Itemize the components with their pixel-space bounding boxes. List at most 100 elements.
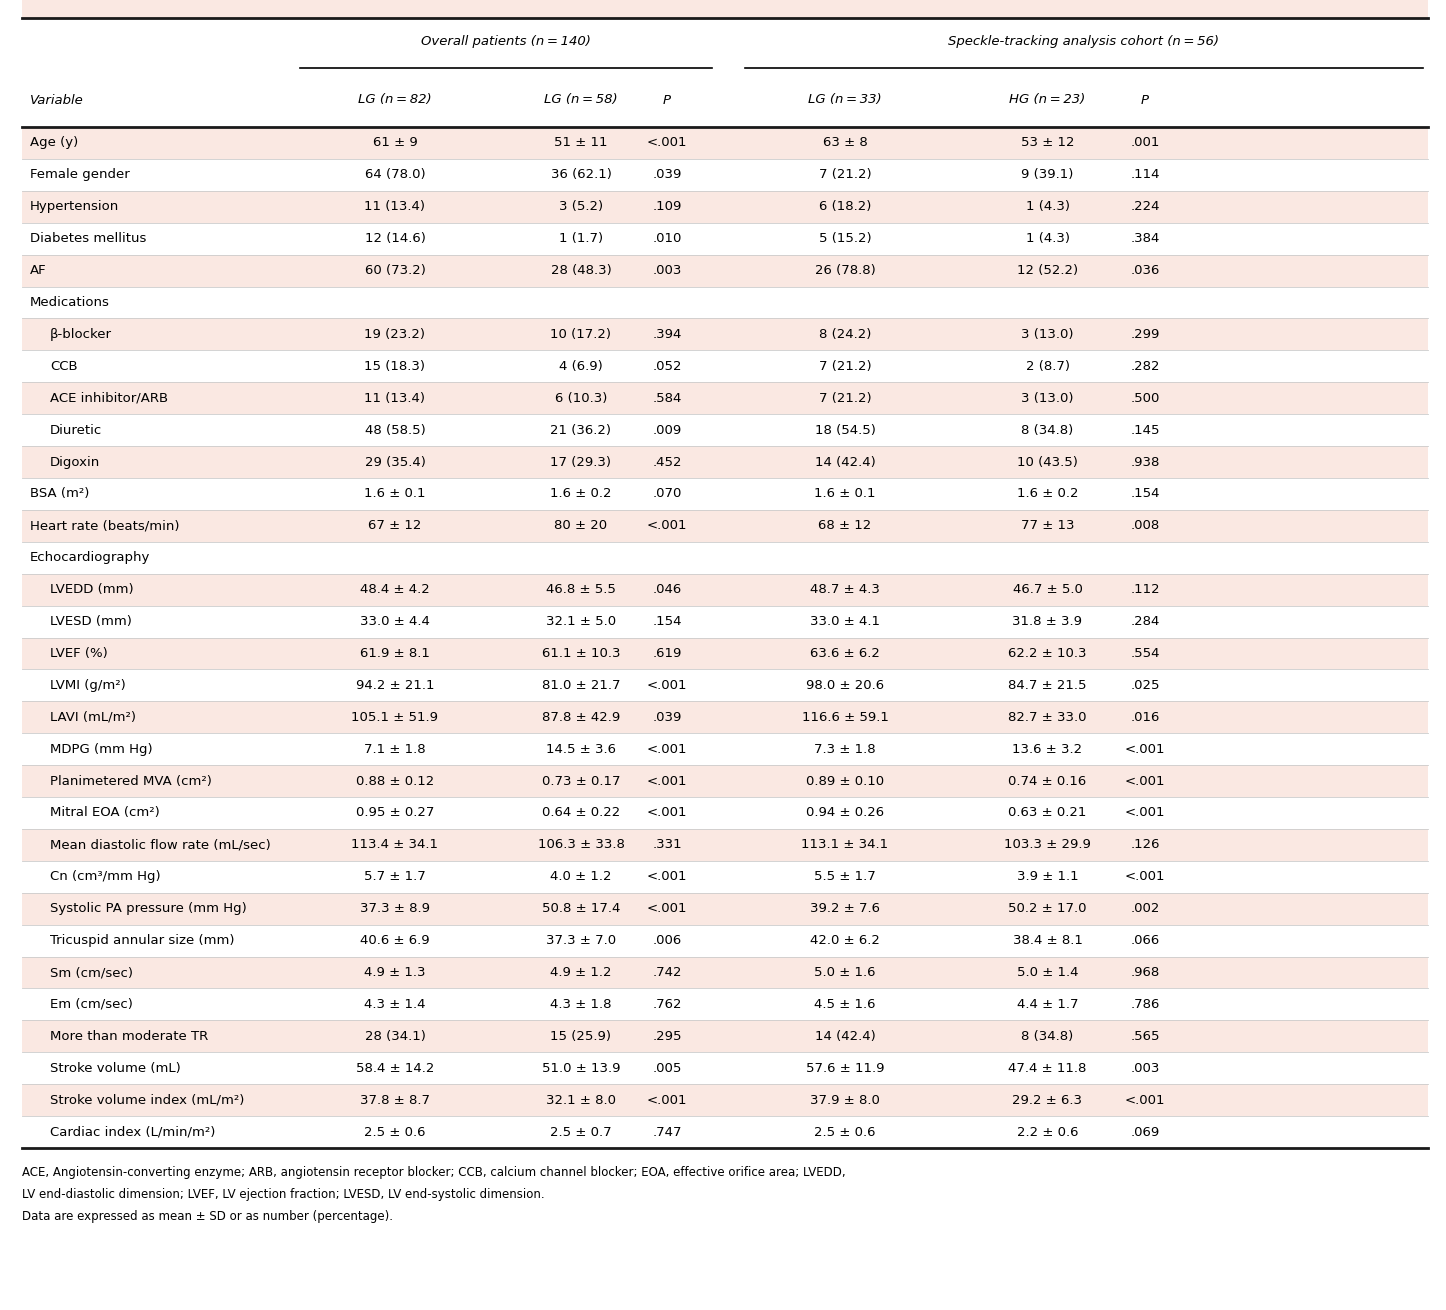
Text: <.001: <.001 bbox=[1125, 774, 1165, 787]
Text: .500: .500 bbox=[1131, 392, 1160, 405]
Text: .005: .005 bbox=[652, 1061, 681, 1074]
Text: 7.1 ± 1.8: 7.1 ± 1.8 bbox=[364, 743, 425, 756]
Text: .452: .452 bbox=[652, 456, 681, 469]
Text: MDPG (mm Hg): MDPG (mm Hg) bbox=[51, 743, 153, 756]
Text: 84.7 ± 21.5: 84.7 ± 21.5 bbox=[1008, 679, 1087, 692]
Bar bbox=[22, 892, 1429, 925]
Text: 18 (54.5): 18 (54.5) bbox=[814, 423, 875, 436]
Text: Diabetes mellitus: Diabetes mellitus bbox=[30, 232, 146, 245]
Text: 1.6 ± 0.1: 1.6 ± 0.1 bbox=[364, 487, 425, 500]
Text: LVMI (g/m²): LVMI (g/m²) bbox=[51, 679, 126, 692]
Text: ACE inhibitor/ARB: ACE inhibitor/ARB bbox=[51, 392, 168, 405]
Text: 0.89 ± 0.10: 0.89 ± 0.10 bbox=[805, 774, 884, 787]
Text: 68 ± 12: 68 ± 12 bbox=[818, 519, 872, 532]
Text: .009: .009 bbox=[652, 423, 681, 436]
Text: .003: .003 bbox=[652, 265, 681, 278]
Text: 57.6 ± 11.9: 57.6 ± 11.9 bbox=[805, 1061, 885, 1074]
Text: 61.9 ± 8.1: 61.9 ± 8.1 bbox=[360, 647, 429, 660]
Text: .052: .052 bbox=[652, 360, 681, 373]
Text: 77 ± 13: 77 ± 13 bbox=[1021, 519, 1074, 532]
Text: 61 ± 9: 61 ± 9 bbox=[373, 136, 418, 149]
Text: 106.3 ± 33.8: 106.3 ± 33.8 bbox=[538, 838, 625, 852]
Text: 11 (13.4): 11 (13.4) bbox=[364, 200, 425, 214]
Text: 37.8 ± 8.7: 37.8 ± 8.7 bbox=[360, 1094, 429, 1107]
Text: 105.1 ± 51.9: 105.1 ± 51.9 bbox=[351, 711, 438, 723]
Bar bbox=[22, 447, 1429, 478]
Bar bbox=[22, 796, 1429, 829]
Text: CCB: CCB bbox=[51, 360, 78, 373]
Text: 58.4 ± 14.2: 58.4 ± 14.2 bbox=[356, 1061, 434, 1074]
Text: 2.5 ± 0.6: 2.5 ± 0.6 bbox=[814, 1125, 876, 1138]
Text: <.001: <.001 bbox=[646, 743, 687, 756]
Text: .938: .938 bbox=[1131, 456, 1160, 469]
Text: Age (y): Age (y) bbox=[30, 136, 78, 149]
Bar bbox=[22, 191, 1429, 223]
Bar bbox=[22, 254, 1429, 287]
Text: <.001: <.001 bbox=[646, 519, 687, 532]
Text: .295: .295 bbox=[652, 1030, 681, 1043]
Text: Digoxin: Digoxin bbox=[51, 456, 100, 469]
Text: 2.5 ± 0.6: 2.5 ± 0.6 bbox=[364, 1125, 425, 1138]
Text: 1.6 ± 0.1: 1.6 ± 0.1 bbox=[814, 487, 876, 500]
Text: <.001: <.001 bbox=[1125, 1094, 1165, 1107]
Text: 12 (52.2): 12 (52.2) bbox=[1017, 265, 1079, 278]
Text: 4.0 ± 1.2: 4.0 ± 1.2 bbox=[551, 870, 612, 883]
Text: .282: .282 bbox=[1131, 360, 1160, 373]
Text: 0.63 ± 0.21: 0.63 ± 0.21 bbox=[1008, 807, 1087, 820]
Bar bbox=[22, 287, 1429, 318]
Text: Overall patients (n = 140): Overall patients (n = 140) bbox=[421, 35, 591, 48]
Text: 15 (25.9): 15 (25.9) bbox=[551, 1030, 612, 1043]
Text: Systolic PA pressure (mm Hg): Systolic PA pressure (mm Hg) bbox=[51, 903, 247, 916]
Bar bbox=[22, 159, 1429, 191]
Text: 15 (18.3): 15 (18.3) bbox=[364, 360, 425, 373]
Text: .394: .394 bbox=[652, 328, 681, 341]
Text: <.001: <.001 bbox=[1125, 870, 1165, 883]
Text: Em (cm/sec): Em (cm/sec) bbox=[51, 998, 133, 1011]
Text: .565: .565 bbox=[1131, 1030, 1160, 1043]
Text: .001: .001 bbox=[1131, 136, 1160, 149]
Text: .010: .010 bbox=[652, 232, 681, 245]
Text: Hypertension: Hypertension bbox=[30, 200, 119, 214]
Text: 10 (17.2): 10 (17.2) bbox=[551, 328, 612, 341]
Text: .066: .066 bbox=[1131, 934, 1160, 947]
Bar bbox=[22, 989, 1429, 1020]
Text: .224: .224 bbox=[1131, 200, 1160, 214]
Text: 9 (39.1): 9 (39.1) bbox=[1021, 169, 1074, 181]
Text: 50.8 ± 17.4: 50.8 ± 17.4 bbox=[542, 903, 620, 916]
Text: .747: .747 bbox=[652, 1125, 681, 1138]
Bar bbox=[22, 127, 1429, 159]
Text: 2.5 ± 0.7: 2.5 ± 0.7 bbox=[549, 1125, 612, 1138]
Bar bbox=[22, 478, 1429, 510]
Text: Sm (cm/sec): Sm (cm/sec) bbox=[51, 965, 133, 979]
Text: 113.4 ± 34.1: 113.4 ± 34.1 bbox=[351, 838, 438, 852]
Text: 29 (35.4): 29 (35.4) bbox=[364, 456, 425, 469]
Text: .002: .002 bbox=[1131, 903, 1160, 916]
Text: 7 (21.2): 7 (21.2) bbox=[818, 360, 872, 373]
Bar bbox=[22, 1020, 1429, 1052]
Text: .003: .003 bbox=[1131, 1061, 1160, 1074]
Text: 36 (62.1): 36 (62.1) bbox=[551, 169, 612, 181]
Text: LG (n = 58): LG (n = 58) bbox=[544, 93, 617, 106]
Text: 6 (18.2): 6 (18.2) bbox=[818, 200, 870, 214]
Text: <.001: <.001 bbox=[646, 870, 687, 883]
Text: 87.8 ± 42.9: 87.8 ± 42.9 bbox=[542, 711, 620, 723]
Text: 46.8 ± 5.5: 46.8 ± 5.5 bbox=[547, 583, 616, 596]
Text: 14 (42.4): 14 (42.4) bbox=[814, 1030, 875, 1043]
Text: 1 (1.7): 1 (1.7) bbox=[560, 232, 603, 245]
Text: 3 (13.0): 3 (13.0) bbox=[1021, 392, 1074, 405]
Text: 94.2 ± 21.1: 94.2 ± 21.1 bbox=[356, 679, 434, 692]
Text: .299: .299 bbox=[1131, 328, 1160, 341]
Text: 63.6 ± 6.2: 63.6 ± 6.2 bbox=[810, 647, 881, 660]
Text: Tricuspid annular size (mm): Tricuspid annular size (mm) bbox=[51, 934, 234, 947]
Text: <.001: <.001 bbox=[646, 1094, 687, 1107]
Bar bbox=[22, 734, 1429, 765]
Text: Stroke volume (mL): Stroke volume (mL) bbox=[51, 1061, 181, 1074]
Text: 67 ± 12: 67 ± 12 bbox=[369, 519, 422, 532]
Text: ACE, Angiotensin-converting enzyme; ARB, angiotensin receptor blocker; CCB, calc: ACE, Angiotensin-converting enzyme; ARB,… bbox=[22, 1166, 846, 1179]
Text: 32.1 ± 8.0: 32.1 ± 8.0 bbox=[547, 1094, 616, 1107]
Text: 5.7 ± 1.7: 5.7 ± 1.7 bbox=[364, 870, 427, 883]
Bar bbox=[22, 318, 1429, 350]
Text: P: P bbox=[1141, 93, 1150, 106]
Text: 103.3 ± 29.9: 103.3 ± 29.9 bbox=[1004, 838, 1090, 852]
Text: 51.0 ± 13.9: 51.0 ± 13.9 bbox=[542, 1061, 620, 1074]
